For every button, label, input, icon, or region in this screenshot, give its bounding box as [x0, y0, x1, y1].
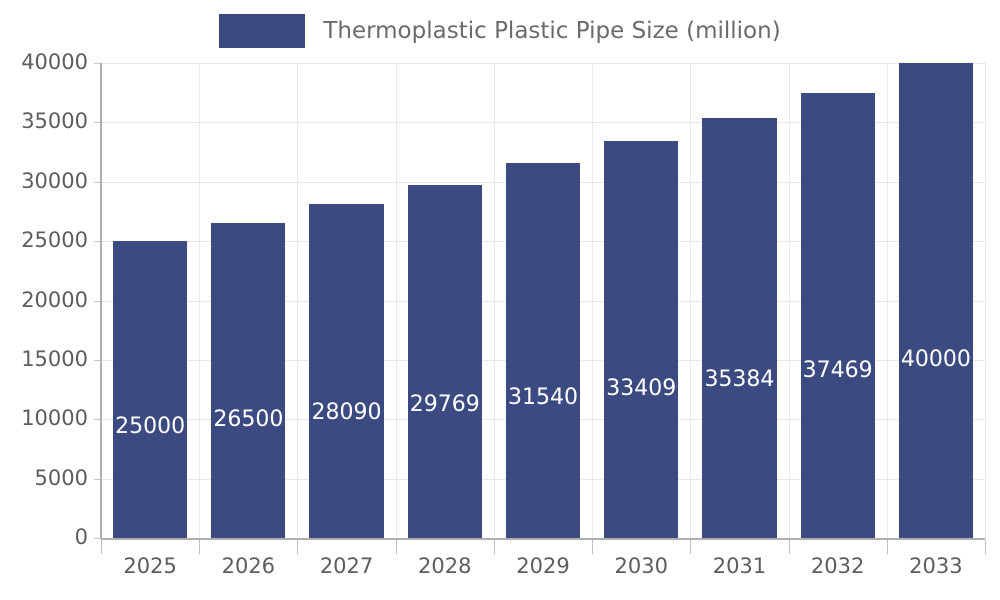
x-tick-mark: [297, 540, 298, 554]
chart-legend: Thermoplastic Plastic Pipe Size (million…: [0, 10, 1000, 52]
x-tick-mark: [592, 540, 593, 554]
y-axis-labels: 0 5000 10000 15000 20000 25000 30000 35000 40000: [0, 0, 88, 600]
x-tick-mark: [985, 540, 986, 554]
x-axis-spine: [101, 538, 985, 540]
bar[interactable]: [800, 93, 875, 538]
x-tick-label: 2025: [123, 554, 177, 578]
bar[interactable]: [898, 63, 973, 538]
gridline-vertical: [199, 63, 200, 538]
bar[interactable]: [604, 141, 679, 538]
x-tick-mark: [101, 540, 102, 554]
gridline-vertical: [494, 63, 495, 538]
y-tick-mark: [94, 181, 101, 183]
bar-value-label: 40000: [900, 346, 971, 372]
y-tick-label: 40000: [21, 50, 88, 74]
y-tick-mark: [94, 419, 101, 421]
y-tick-label: 30000: [21, 168, 88, 193]
bar[interactable]: [702, 117, 777, 538]
y-tick-mark: [94, 478, 101, 480]
x-tick-mark: [887, 540, 888, 554]
x-tick-mark: [396, 540, 397, 554]
y-tick-mark: [94, 241, 101, 243]
x-tick-mark: [494, 540, 495, 554]
x-tick-label: 2028: [418, 554, 472, 578]
y-tick-label: 20000: [21, 287, 88, 312]
gridline-vertical: [985, 63, 986, 538]
y-tick-mark: [94, 538, 101, 539]
bar-value-label: 26500: [213, 406, 284, 432]
y-tick-label: 35000: [21, 109, 88, 134]
y-tick-label: 0: [74, 525, 88, 549]
gridline-horizontal: [101, 63, 985, 64]
y-tick-label: 10000: [21, 406, 88, 431]
bar-value-label: 37469: [802, 358, 873, 384]
bar[interactable]: [113, 241, 188, 538]
y-tick-mark: [94, 359, 101, 361]
x-tick-label: 2027: [319, 554, 374, 578]
x-tick-mark: [199, 540, 200, 554]
bar-value-label: 33409: [606, 376, 677, 402]
bar[interactable]: [309, 204, 384, 538]
y-tick-mark: [94, 122, 101, 124]
gridline-vertical: [887, 63, 888, 538]
x-tick-label: 2033: [909, 554, 963, 578]
plot-area: 25000 26500 28090 29769 31540 33409 35384 37469…: [101, 63, 986, 539]
gridline-vertical: [592, 63, 593, 538]
y-tick-label: 25000: [21, 228, 88, 253]
bar[interactable]: [211, 223, 286, 538]
x-tick-label: 2029: [516, 554, 570, 578]
legend-label-thermoplastic: Thermoplastic Plastic Pipe Size (million…: [323, 17, 781, 44]
bar-value-label: 35384: [704, 367, 775, 393]
bar-value-label: 31540: [507, 384, 578, 410]
x-tick-mark: [690, 540, 691, 554]
gridline-vertical: [297, 63, 298, 538]
bar[interactable]: [407, 184, 482, 538]
y-tick-label: 5000: [34, 465, 88, 490]
y-axis-spine: [100, 63, 102, 539]
bar-value-label: 28090: [311, 399, 382, 425]
gridline-vertical: [690, 63, 691, 538]
gridline-horizontal: [101, 122, 985, 124]
bar-value-label: 29769: [409, 392, 480, 418]
x-tick-label: 2031: [712, 554, 767, 578]
legend-swatch-thermoplastic: [219, 14, 306, 48]
x-tick-mark: [789, 540, 790, 554]
gridline-vertical: [396, 63, 397, 538]
x-tick-label: 2030: [614, 554, 668, 578]
x-tick-label: 2032: [810, 554, 865, 578]
y-tick-mark: [94, 63, 101, 64]
bar-value-label: 25000: [115, 413, 186, 439]
gridline-vertical: [789, 63, 790, 538]
y-tick-mark: [94, 300, 101, 302]
x-tick-label: 2026: [221, 554, 276, 578]
bar[interactable]: [505, 163, 581, 538]
y-tick-label: 15000: [21, 346, 88, 371]
